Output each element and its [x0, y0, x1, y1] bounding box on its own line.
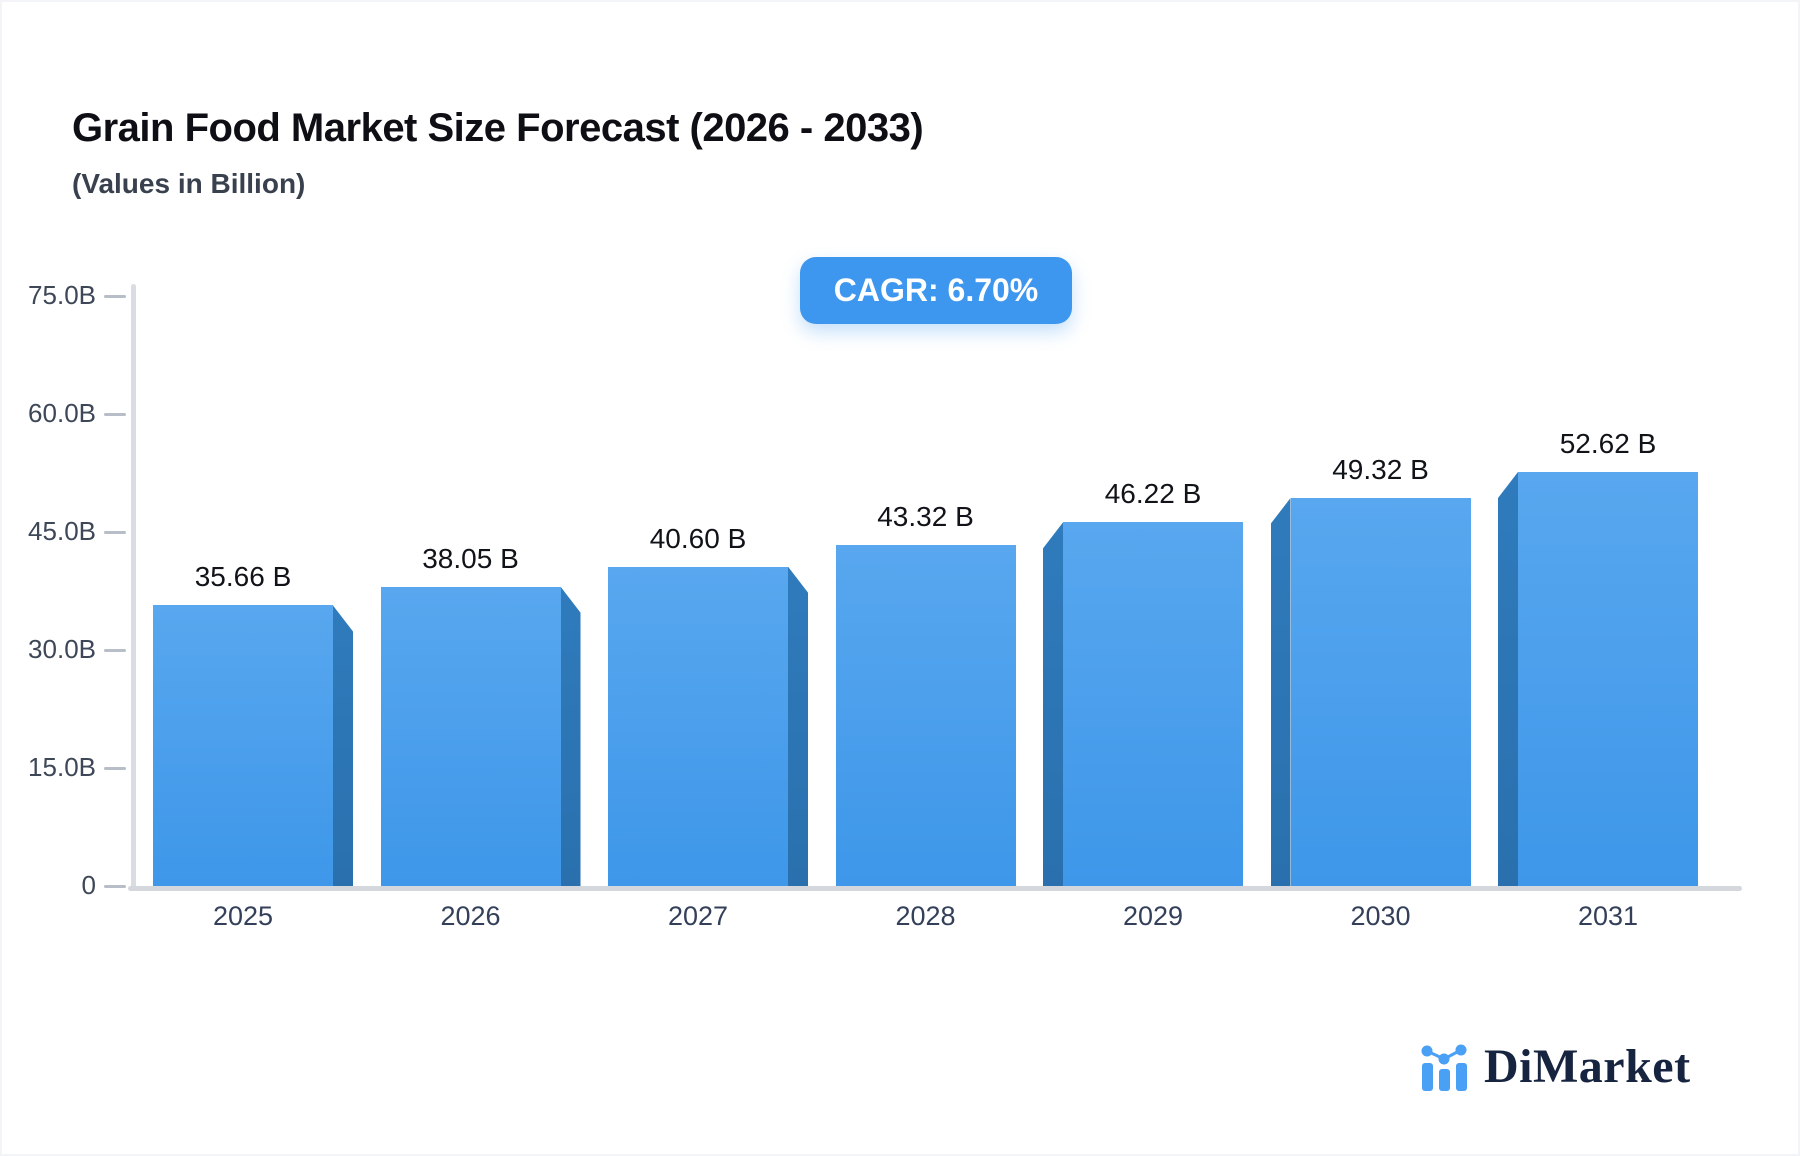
- bar-2029: [1063, 522, 1243, 886]
- bar-3d-side: [788, 566, 808, 886]
- x-axis-line: [128, 886, 1742, 891]
- bar-2026: [380, 586, 561, 886]
- bar-value-label: 40.60 B: [649, 522, 747, 554]
- bar-value-label: 52.62 B: [1559, 428, 1657, 460]
- y-tick-label: 60.0B: [28, 398, 96, 428]
- y-tick-label: 30.0B: [28, 634, 96, 664]
- y-tick-mark: [104, 649, 126, 652]
- bar-value-label: 38.05 B: [422, 542, 519, 574]
- x-axis-label-2031: 2031: [1577, 901, 1639, 931]
- bar-value-label: 49.32 B: [1332, 454, 1429, 486]
- y-tick-mark: [104, 531, 126, 534]
- x-axis-label-2026: 2026: [440, 901, 501, 931]
- y-tick-mark: [104, 767, 126, 770]
- x-axis-label-2029: 2029: [1122, 901, 1184, 931]
- bar-value-label: 43.32 B: [877, 501, 974, 533]
- bar-3d-side: [333, 605, 353, 886]
- bar-3d-side: [1043, 522, 1063, 886]
- x-axis-label-2030: 2030: [1350, 901, 1411, 931]
- page-title: Grain Food Market Size Forecast (2026 - …: [72, 106, 924, 150]
- bar-3d-side: [1498, 472, 1518, 886]
- y-tick-label: 0: [81, 870, 96, 900]
- y-tick-mark: [104, 413, 126, 416]
- dimarket-logo-text: DiMarket: [1484, 1039, 1691, 1093]
- bar-2028: [835, 545, 1016, 886]
- x-axis-label-2028: 2028: [895, 901, 956, 931]
- cagr-badge: CAGR: 6.70%: [799, 256, 1073, 324]
- dimarket-logo: DiMarket: [1420, 1034, 1691, 1098]
- y-tick-mark: [104, 295, 126, 298]
- bar-value-label: 35.66 B: [194, 561, 292, 593]
- x-axis-label-2025: 2025: [212, 901, 274, 931]
- y-tick-mark: [104, 885, 126, 888]
- y-tick-label: 45.0B: [28, 516, 96, 546]
- cagr-badge-row: CAGR: 6.70%: [72, 256, 1800, 324]
- bar-2025: [153, 605, 333, 886]
- bar-2030: [1290, 498, 1471, 886]
- bar-value-label: 46.22 B: [1104, 478, 1202, 510]
- bar-chart-trend-icon: [1421, 1044, 1467, 1091]
- chart-subtitle: (Values in Billion): [72, 168, 306, 199]
- y-tick-label: 15.0B: [28, 752, 96, 782]
- bar-2031: [1518, 472, 1698, 886]
- bar-3d-side: [560, 586, 581, 886]
- bar-2027: [608, 566, 788, 886]
- y-tick-label: 75.0B: [28, 280, 96, 310]
- bar-3d-side: [1270, 498, 1291, 886]
- x-axis-label-2027: 2027: [667, 901, 729, 931]
- y-axis-line: [131, 284, 136, 890]
